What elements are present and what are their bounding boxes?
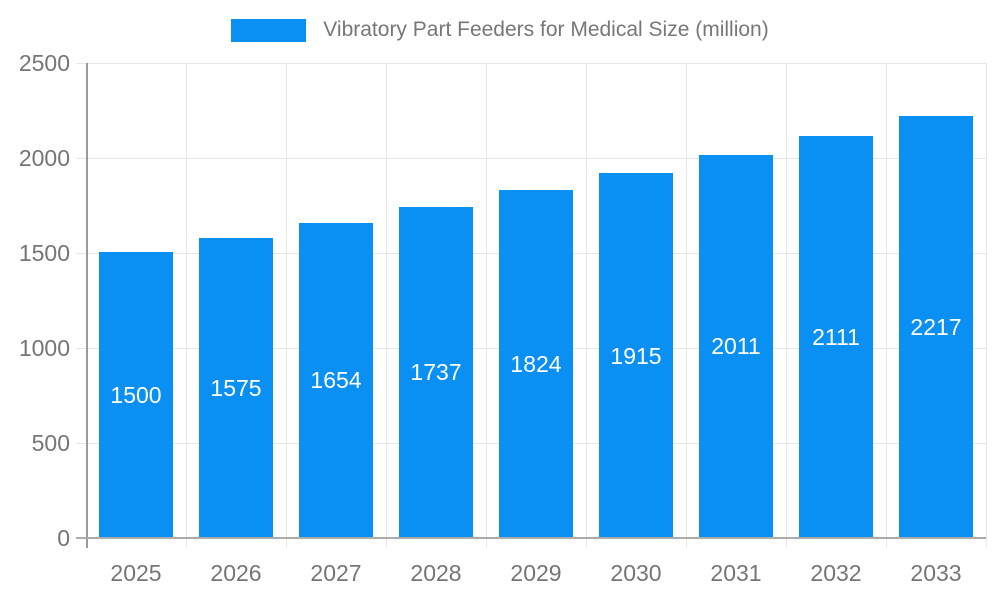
v-gridline: [285, 63, 287, 548]
bar-value-label: 1500: [110, 382, 162, 408]
h-gridline: [76, 157, 986, 159]
y-tick-label: 2500: [18, 49, 70, 76]
bar-value-label: 2011: [711, 333, 761, 360]
legend-item[interactable]: Vibratory Part Feeders for Medical Size …: [231, 18, 769, 42]
x-tick-label: 2033: [910, 560, 962, 586]
y-tick-label: 500: [31, 429, 70, 456]
x-tick-label: 2028: [410, 560, 462, 586]
x-tick-label: 2025: [110, 560, 162, 586]
x-tick-label: 2030: [610, 560, 662, 586]
bar-value-label: 2217: [910, 313, 962, 340]
v-gridline: [485, 63, 487, 548]
v-gridline: [885, 63, 887, 548]
plot-area: 1500 1575 1654 1737 1824 1915 2011 2111 2217: [76, 62, 987, 548]
bar-2027: [299, 222, 373, 537]
y-tick-label: 2000: [18, 144, 70, 171]
x-axis-line: [76, 537, 986, 539]
legend: Vibratory Part Feeders for Medical Size …: [0, 18, 1000, 42]
bar-value-label: 2111: [812, 323, 860, 350]
legend-swatch-icon: [231, 18, 307, 42]
bar-2030: [599, 173, 673, 537]
h-gridline: [76, 62, 986, 64]
x-tick-label: 2031: [710, 560, 762, 586]
y-tick-label: 1500: [18, 239, 70, 266]
bar-2033: [899, 115, 973, 537]
x-tick-label: 2027: [310, 560, 362, 586]
bar-value-label: 1824: [510, 351, 562, 378]
bar-2029: [499, 190, 573, 537]
v-gridline: [685, 63, 687, 548]
bar-value-label: 1915: [610, 342, 662, 369]
x-tick-label: 2029: [510, 560, 562, 586]
v-gridline: [985, 63, 987, 548]
bar-2028: [399, 206, 473, 537]
v-gridline: [785, 63, 787, 548]
v-gridline: [585, 63, 587, 548]
v-gridline: [385, 63, 387, 548]
x-axis: 2025 2026 2027 2028 2029 2030 2031 2032 2033: [86, 560, 986, 590]
bar-2025: [99, 252, 173, 537]
v-gridline: [185, 63, 187, 548]
bar-value-label: 1737: [410, 359, 462, 386]
bar-value-label: 1575: [210, 374, 262, 401]
y-tick-label: 0: [57, 524, 70, 551]
bar-2031: [699, 154, 773, 537]
bar-2026: [199, 237, 273, 537]
bar-value-label: 1654: [310, 367, 362, 394]
y-axis: 0 500 1000 1500 2000 2500: [0, 50, 70, 551]
y-tick-label: 1000: [18, 334, 70, 361]
legend-label: Vibratory Part Feeders for Medical Size …: [323, 18, 769, 41]
y-axis-line: [86, 63, 88, 548]
x-tick-label: 2026: [210, 560, 262, 586]
x-tick-label: 2032: [810, 560, 862, 586]
bar-2032: [799, 135, 873, 537]
